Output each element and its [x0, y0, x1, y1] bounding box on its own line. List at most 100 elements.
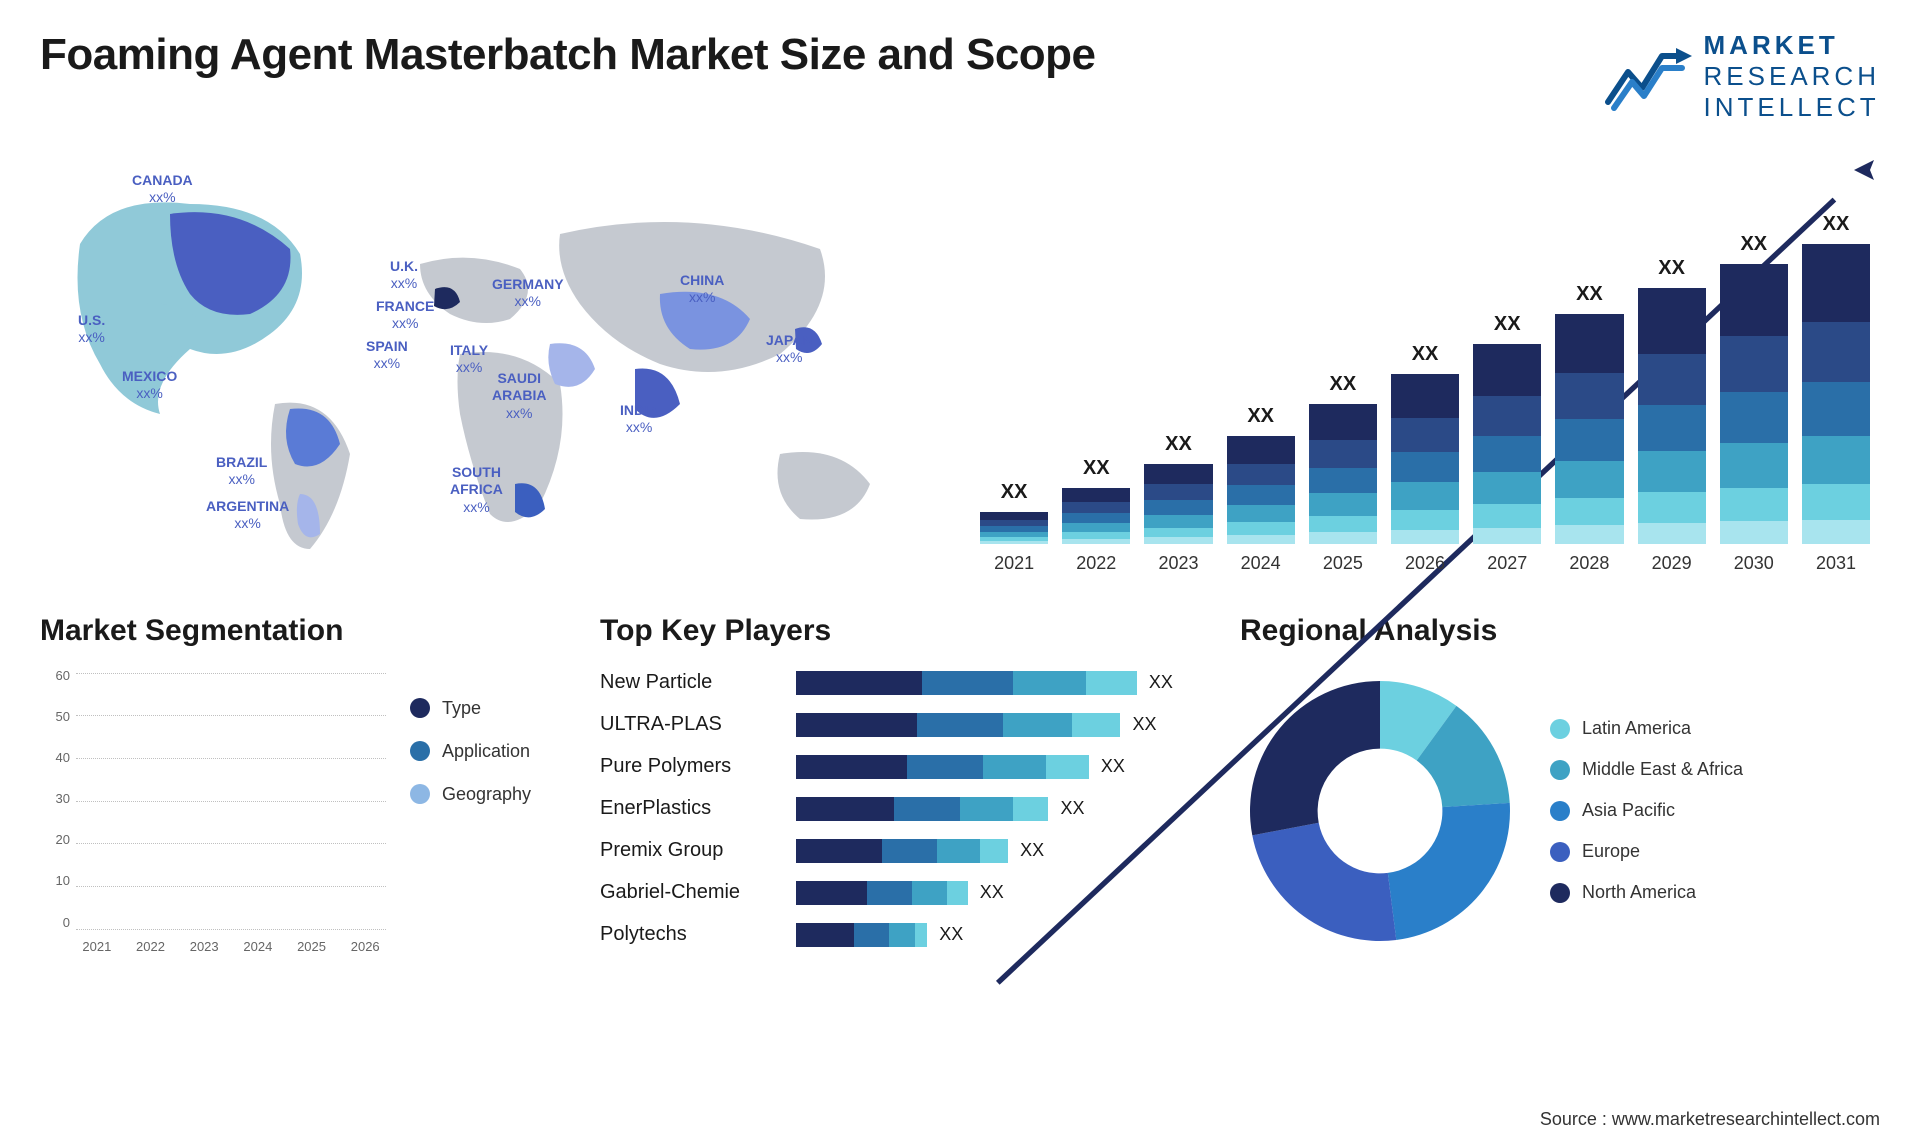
legend-label: Type — [442, 698, 481, 719]
growth-bar-value: XX — [1330, 373, 1357, 396]
growth-year-label: 2024 — [1227, 553, 1295, 574]
growth-year-label: 2023 — [1144, 553, 1212, 574]
player-value: XX — [980, 882, 1004, 903]
growth-year-label: 2030 — [1720, 553, 1788, 574]
growth-bar-value: XX — [1576, 283, 1603, 306]
map-country-label: ITALYxx% — [450, 342, 488, 377]
growth-bar-value: XX — [1412, 343, 1439, 366]
seg-grid-line — [76, 929, 386, 930]
logo-line2: RESEARCH — [1704, 61, 1880, 92]
growth-bar-value: XX — [1740, 233, 1767, 256]
logo-line3: INTELLECT — [1704, 92, 1880, 123]
growth-bar: XX — [1638, 257, 1706, 544]
seg-grid-line — [76, 673, 386, 674]
seg-grid-line — [76, 801, 386, 802]
seg-year-label: 2022 — [130, 939, 172, 954]
market-segmentation-section: Market Segmentation 0102030405060 202120… — [40, 614, 560, 954]
player-row: PolytechsXX — [600, 920, 1200, 950]
donut-slice — [1250, 681, 1380, 835]
map-country-label: GERMANYxx% — [492, 276, 564, 311]
segmentation-chart: 0102030405060 202120222023202420252026 — [40, 668, 386, 954]
player-value: XX — [1149, 672, 1173, 693]
growth-year-label: 2026 — [1391, 553, 1459, 574]
legend-swatch-icon — [1550, 719, 1570, 739]
brand-logo: MARKET RESEARCH INTELLECT — [1604, 30, 1880, 124]
seg-ytick: 0 — [40, 915, 70, 930]
growth-bar-value: XX — [1658, 257, 1685, 280]
player-row: Pure PolymersXX — [600, 752, 1200, 782]
legend-swatch-icon — [1550, 801, 1570, 821]
legend-label: North America — [1582, 882, 1696, 903]
world-map: CANADAxx%U.S.xx%MEXICOxx%BRAZILxx%ARGENT… — [40, 154, 930, 574]
logo-text: MARKET RESEARCH INTELLECT — [1704, 30, 1880, 124]
legend-swatch-icon — [1550, 883, 1570, 903]
map-country-label: U.K.xx% — [390, 258, 418, 293]
legend-label: Europe — [1582, 841, 1640, 862]
map-country-label: MEXICOxx% — [122, 368, 177, 403]
growth-bar: XX — [980, 481, 1048, 544]
legend-swatch-icon — [410, 741, 430, 761]
donut-slice — [1252, 822, 1396, 940]
regional-donut-chart — [1240, 671, 1520, 951]
growth-bar-chart: XXXXXXXXXXXXXXXXXXXXXX 20212022202320242… — [960, 154, 1880, 574]
seg-year-label: 2025 — [291, 939, 333, 954]
growth-bar: XX — [1227, 405, 1295, 544]
player-value: XX — [1101, 756, 1125, 777]
seg-legend-item: Geography — [410, 784, 560, 805]
player-value: XX — [1132, 714, 1156, 735]
map-country-label: CHINAxx% — [680, 272, 724, 307]
seg-grid-line — [76, 715, 386, 716]
player-name: Gabriel-Chemie — [600, 881, 780, 904]
segmentation-title: Market Segmentation — [40, 614, 560, 648]
seg-year-label: 2026 — [344, 939, 386, 954]
legend-label: Middle East & Africa — [1582, 759, 1743, 780]
growth-year-label: 2028 — [1555, 553, 1623, 574]
regional-legend: Latin AmericaMiddle East & AfricaAsia Pa… — [1550, 718, 1880, 903]
player-name: ULTRA-PLAS — [600, 713, 780, 736]
growth-bar: XX — [1391, 343, 1459, 544]
growth-bar: XX — [1144, 433, 1212, 544]
growth-bar-value: XX — [1165, 433, 1192, 456]
growth-year-label: 2022 — [1062, 553, 1130, 574]
seg-year-label: 2024 — [237, 939, 279, 954]
map-country-label: ARGENTINAxx% — [206, 498, 289, 533]
map-country-label: BRAZILxx% — [216, 454, 267, 489]
growth-year-label: 2021 — [980, 553, 1048, 574]
bottom-row: Market Segmentation 0102030405060 202120… — [40, 614, 1880, 954]
growth-year-label: 2029 — [1638, 553, 1706, 574]
growth-bar: XX — [1720, 233, 1788, 544]
growth-bar-value: XX — [1001, 481, 1028, 504]
player-row: ULTRA-PLAS XX — [600, 710, 1200, 740]
logo-line1: MARKET — [1704, 30, 1880, 61]
seg-ytick: 20 — [40, 832, 70, 847]
seg-legend-item: Application — [410, 741, 560, 762]
player-name: Polytechs — [600, 923, 780, 946]
regional-legend-item: Latin America — [1550, 718, 1880, 739]
player-value: XX — [1020, 840, 1044, 861]
growth-year-label: 2027 — [1473, 553, 1541, 574]
growth-bar: XX — [1309, 373, 1377, 544]
map-country-label: U.S.xx% — [78, 312, 105, 347]
regional-legend-item: North America — [1550, 882, 1880, 903]
growth-bar: XX — [1062, 457, 1130, 544]
seg-ytick: 10 — [40, 873, 70, 888]
seg-ytick: 40 — [40, 750, 70, 765]
seg-grid-line — [76, 886, 386, 887]
players-title: Top Key Players — [600, 614, 1200, 648]
header: Foaming Agent Masterbatch Market Size an… — [40, 30, 1880, 124]
legend-swatch-icon — [1550, 760, 1570, 780]
top-row: CANADAxx%U.S.xx%MEXICOxx%BRAZILxx%ARGENT… — [40, 154, 1880, 574]
growth-year-label: 2025 — [1309, 553, 1377, 574]
legend-swatch-icon — [1550, 842, 1570, 862]
seg-ytick: 50 — [40, 709, 70, 724]
logo-mark-icon — [1604, 42, 1692, 112]
growth-bar: XX — [1555, 283, 1623, 544]
seg-ytick: 30 — [40, 791, 70, 806]
map-country-label: INDIAxx% — [620, 402, 658, 437]
seg-grid-line — [76, 843, 386, 844]
legend-swatch-icon — [410, 698, 430, 718]
legend-swatch-icon — [410, 784, 430, 804]
growth-bar-value: XX — [1823, 213, 1850, 236]
player-name: New Particle — [600, 671, 780, 694]
player-row: Gabriel-Chemie XX — [600, 878, 1200, 908]
